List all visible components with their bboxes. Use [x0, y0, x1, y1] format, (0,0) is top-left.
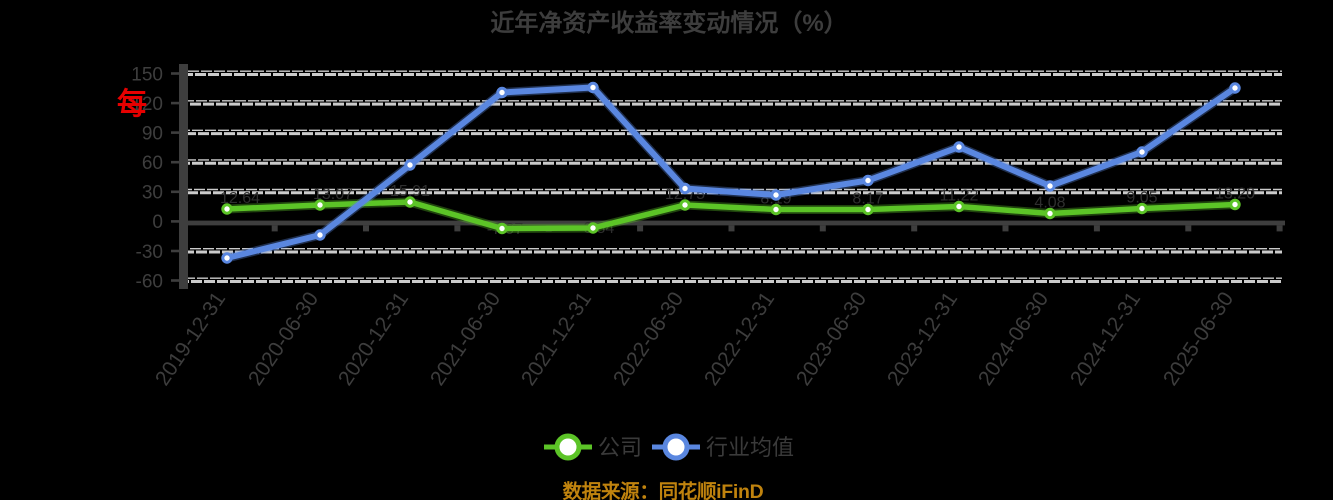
- svg-text:12.64: 12.64: [220, 190, 260, 207]
- svg-text:近年净资产收益率变动情况（%）: 近年净资产收益率变动情况（%）: [490, 9, 847, 37]
- svg-text:30: 30: [142, 183, 163, 204]
- svg-text:9.05: 9.05: [1126, 190, 1157, 207]
- svg-text:0: 0: [152, 212, 163, 233]
- svg-text:-60: -60: [136, 271, 163, 292]
- svg-text:13.20: 13.20: [1215, 186, 1255, 203]
- svg-text:11.22: 11.22: [940, 188, 979, 205]
- svg-text:90: 90: [142, 123, 163, 144]
- svg-text:数据来源：同花顺iFinD: 数据来源：同花顺iFinD: [563, 480, 764, 500]
- svg-text:-30: -30: [136, 242, 163, 263]
- svg-text:60: 60: [142, 153, 163, 174]
- svg-text:公司: 公司: [598, 435, 642, 460]
- svg-text:150: 150: [131, 64, 163, 85]
- svg-text:行业均值: 行业均值: [706, 435, 794, 460]
- svg-text:8.17: 8.17: [852, 191, 883, 208]
- svg-text:120: 120: [131, 94, 163, 115]
- svg-text:4.08: 4.08: [1034, 195, 1065, 212]
- svg-text:13.07: 13.07: [313, 186, 353, 203]
- svg-text:每: 每: [117, 87, 147, 121]
- svg-text:15.91: 15.91: [390, 183, 430, 200]
